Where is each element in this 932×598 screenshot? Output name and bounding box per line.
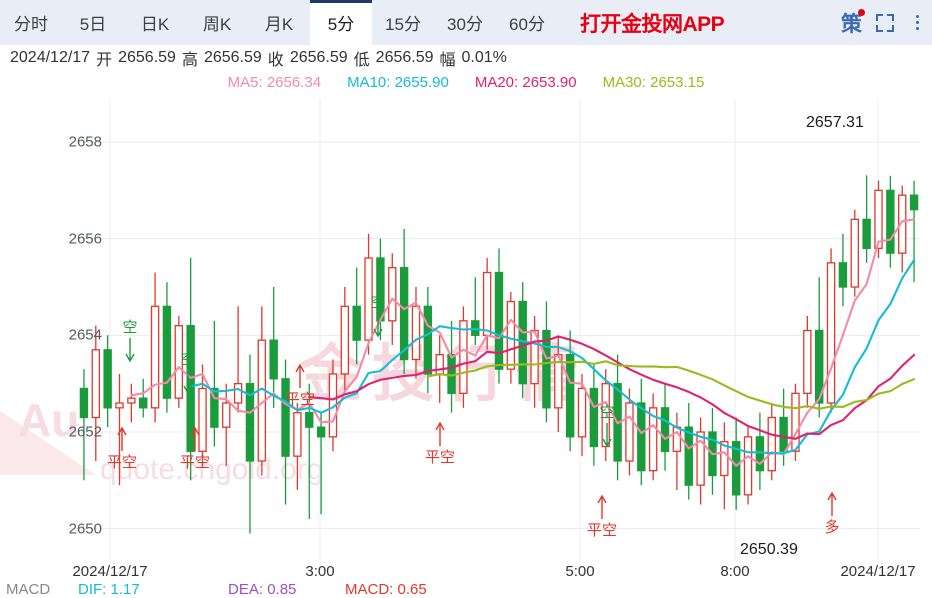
open-label: 开	[96, 52, 113, 69]
ma-legend: MA5: 2656.34 MA10: 2655.90 MA20: 2653.90…	[0, 71, 932, 93]
svg-text:空: 空	[122, 319, 137, 336]
macd-value-number: 0.65	[397, 580, 427, 598]
signal-marker: 平空	[107, 426, 137, 471]
tab-label: 60分	[509, 15, 545, 34]
y-axis-tick: 2658	[68, 133, 102, 151]
svg-text:多: 多	[824, 519, 839, 536]
high-price-annotation: 2657.31	[806, 114, 864, 131]
signal-marker: 空	[599, 404, 615, 448]
y-axis-tick: 2652	[68, 423, 102, 441]
open-app-label: 打开金投网APP	[580, 12, 725, 36]
tab-label: 月K	[264, 15, 294, 34]
amplitude-label: 幅	[439, 52, 456, 69]
macd-dif: DIF: 1.17	[78, 581, 140, 598]
macd-dea: DEA: 0.85	[228, 581, 296, 598]
more-vertical-icon[interactable]	[908, 12, 926, 34]
macd-dea-label: DEA:	[228, 580, 264, 598]
tab-monthk[interactable]: 月K	[248, 0, 310, 45]
ma20-value: 2653.90	[522, 73, 577, 91]
svg-text:平空: 平空	[587, 522, 617, 539]
y-axis-tick: 2656	[68, 230, 102, 248]
x-axis-tick: 3:00	[305, 563, 335, 580]
tab-label: 周K	[202, 15, 232, 34]
y-axis-tick: 2650	[68, 520, 102, 538]
high-value: 2656.59	[203, 49, 262, 66]
tab-label: 5日	[79, 15, 107, 34]
tab-15min[interactable]: 15分	[372, 0, 434, 45]
strategy-icon[interactable]: 策	[841, 8, 865, 38]
macd-dea-value: 0.85	[267, 580, 297, 598]
svg-text:空: 空	[599, 404, 614, 421]
tab-weekk[interactable]: 周K	[186, 0, 248, 45]
signal-marker: 平空	[285, 363, 315, 408]
svg-text:平空: 平空	[107, 454, 137, 471]
signal-marker: 空	[370, 294, 386, 338]
macd-value: MACD: 0.65	[345, 581, 427, 598]
candlestick-svg: 空空平空 平空平空空平空空平空多	[68, 99, 920, 560]
period-tabbar: 分时 5日 日K 周K 月K 5分 15分 30分 60分 打开金投网APP 策	[0, 0, 932, 45]
svg-text:空: 空	[370, 294, 385, 311]
x-axis-tick: 2024/12/17	[840, 563, 916, 580]
macd-title: MACD	[6, 580, 51, 598]
tab-fenshi[interactable]: 分时	[0, 0, 62, 45]
ma30-legend: MA30: 2653.15	[603, 74, 705, 91]
ma5-value: 2656.34	[266, 73, 322, 91]
tab-label: 30分	[447, 15, 483, 34]
ma10-legend: MA10: 2655.90	[347, 74, 449, 91]
low-price-annotation: 2650.39	[740, 541, 798, 558]
tab-30min[interactable]: 30分	[434, 0, 496, 45]
svg-text:平空: 平空	[425, 449, 455, 466]
chart-plot-area[interactable]: 空空平空 平空 平空空平空空平空多	[0, 93, 932, 560]
ma20-legend: MA20: 2653.90	[475, 74, 577, 91]
ma5-legend: MA5: 2656.34	[228, 74, 321, 91]
tab-60min[interactable]: 60分	[496, 0, 558, 45]
signal-marker: 空	[180, 351, 196, 395]
svg-text:空: 空	[180, 351, 195, 368]
svg-text:平空: 平空	[180, 454, 210, 471]
x-axis-tick: 2024/12/17	[72, 563, 148, 580]
tab-label: 5分	[327, 15, 355, 34]
x-axis-tick: 8:00	[720, 563, 750, 580]
ma5-name: MA5:	[227, 73, 263, 91]
signal-marker: 平空	[180, 426, 210, 471]
ma10-name: MA10:	[347, 73, 391, 91]
ma10-value: 2655.90	[394, 73, 449, 91]
tab-5min[interactable]: 5分	[310, 0, 372, 45]
fullscreen-icon[interactable]	[874, 12, 896, 34]
strategy-icon-glyph: 策	[841, 12, 862, 36]
close-label: 收	[267, 52, 284, 69]
y-axis-tick: 2654	[68, 326, 102, 344]
tab-dayk[interactable]: 日K	[124, 0, 186, 45]
low-label: 低	[353, 52, 370, 69]
macd-dif-label: DIF:	[78, 580, 107, 598]
ma20-name: MA20:	[474, 73, 519, 91]
notification-dot-badge	[858, 8, 865, 16]
more-dots	[908, 12, 926, 34]
macd-value-label: MACD:	[345, 580, 394, 598]
signal-marker: 平空	[425, 421, 455, 466]
ma30-value: 2653.15	[650, 73, 705, 91]
quote-date: 2024/12/17	[10, 49, 91, 66]
x-axis-tick: 5:00	[565, 563, 595, 580]
header-icon-group: 策	[841, 0, 926, 45]
signal-marker: 多	[824, 491, 840, 536]
amplitude-value: 0.01%	[461, 49, 507, 66]
signal-marker: 平空	[587, 494, 617, 539]
svg-text:平空: 平空	[285, 391, 315, 408]
tab-label: 15分	[385, 15, 421, 34]
open-app-button[interactable]: 打开金投网APP	[580, 0, 725, 45]
tab-label: 分时	[14, 15, 48, 34]
quote-info-row: 2024/12/17 开 2656.59 高 2656.59 收 2656.59…	[0, 45, 932, 71]
open-value: 2656.59	[118, 49, 176, 66]
tab-5day[interactable]: 5日	[62, 0, 124, 45]
tab-label: 日K	[140, 15, 170, 34]
close-value: 2656.59	[289, 49, 348, 66]
macd-indicator-row: MACD DIF: 1.17 DEA: 0.85 MACD: 0.65	[0, 580, 932, 598]
macd-dif-value: 1.17	[110, 580, 140, 598]
ma30-name: MA30:	[602, 73, 646, 91]
high-label: 高	[181, 52, 198, 69]
signal-marker: 空	[122, 319, 138, 363]
low-value: 2656.59	[375, 49, 434, 66]
